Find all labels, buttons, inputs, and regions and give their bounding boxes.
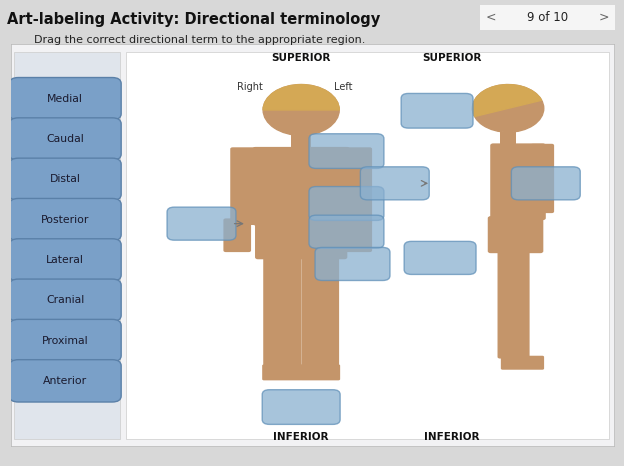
FancyBboxPatch shape [361,167,429,200]
Text: INFERIOR: INFERIOR [424,432,480,442]
FancyBboxPatch shape [490,144,546,220]
FancyBboxPatch shape [14,52,120,439]
FancyBboxPatch shape [344,219,372,252]
Wedge shape [263,85,339,110]
FancyBboxPatch shape [9,118,121,160]
Wedge shape [472,85,542,116]
Text: 9 of 10: 9 of 10 [527,11,568,24]
FancyBboxPatch shape [126,52,609,439]
FancyBboxPatch shape [255,221,348,259]
FancyBboxPatch shape [309,134,384,168]
FancyBboxPatch shape [404,241,476,274]
FancyBboxPatch shape [315,247,390,281]
Text: >: > [598,11,609,24]
FancyBboxPatch shape [263,256,301,367]
Circle shape [263,85,339,135]
FancyBboxPatch shape [11,44,615,447]
FancyBboxPatch shape [9,279,121,322]
Text: Caudal: Caudal [46,134,84,144]
FancyBboxPatch shape [167,207,236,240]
Text: Lateral: Lateral [46,255,84,265]
FancyBboxPatch shape [401,94,473,128]
FancyBboxPatch shape [9,319,121,362]
FancyBboxPatch shape [530,144,554,213]
FancyBboxPatch shape [344,147,372,225]
FancyBboxPatch shape [488,216,544,253]
Text: Posterior: Posterior [41,215,89,225]
FancyBboxPatch shape [512,167,580,200]
Bar [291,135,311,149]
Text: Art-labeling Activity: Directional terminology: Art-labeling Activity: Directional termi… [7,12,381,27]
Circle shape [472,84,544,132]
Text: Distal: Distal [50,174,80,185]
Text: Cranial: Cranial [46,295,84,305]
FancyBboxPatch shape [9,77,121,120]
FancyBboxPatch shape [9,199,121,241]
FancyBboxPatch shape [253,147,350,226]
Text: INFERIOR: INFERIOR [273,432,329,442]
FancyBboxPatch shape [262,390,340,425]
FancyBboxPatch shape [223,219,251,252]
Text: Drag the correct directional term to the appropriate region.: Drag the correct directional term to the… [34,35,366,45]
FancyBboxPatch shape [309,215,384,248]
Text: Right: Right [237,82,263,92]
Text: SUPERIOR: SUPERIOR [422,54,482,63]
FancyBboxPatch shape [9,158,121,200]
FancyBboxPatch shape [230,147,258,225]
FancyBboxPatch shape [262,364,302,380]
Text: SUPERIOR: SUPERIOR [271,54,331,63]
FancyBboxPatch shape [301,256,339,367]
FancyBboxPatch shape [472,3,623,32]
FancyBboxPatch shape [9,239,121,281]
FancyBboxPatch shape [497,250,530,358]
Text: Left: Left [334,82,353,92]
FancyBboxPatch shape [9,360,121,402]
FancyBboxPatch shape [300,364,340,380]
FancyBboxPatch shape [309,186,384,220]
FancyBboxPatch shape [501,356,544,370]
Text: Medial: Medial [47,94,83,104]
Bar [500,132,516,145]
Text: Proximal: Proximal [42,336,89,346]
Text: <: < [486,11,497,24]
Text: Anterior: Anterior [43,376,87,386]
